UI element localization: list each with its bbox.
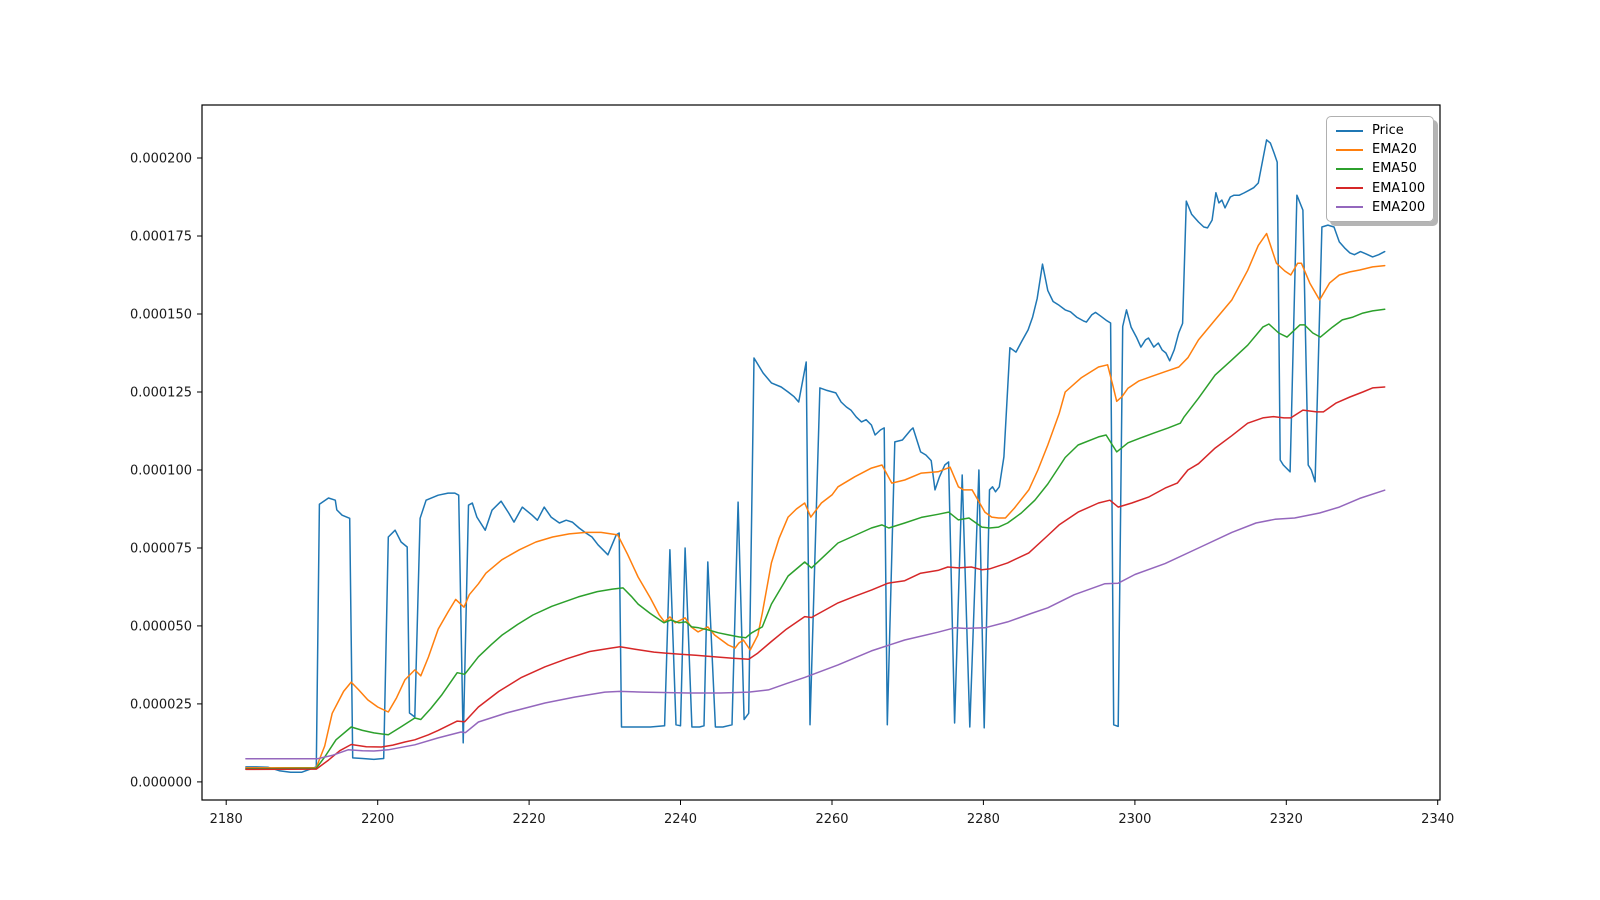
ema100-line xyxy=(245,386,1386,771)
ema50-line xyxy=(245,308,1386,770)
y-tick-label: 0.000025 xyxy=(130,697,192,712)
price-line-swatch xyxy=(1336,129,1363,132)
y-tick-label: 0.000075 xyxy=(130,542,192,557)
legend-item-ema100: EMA100 xyxy=(1327,179,1433,198)
y-tick-label: 0.000150 xyxy=(130,308,192,323)
legend-label-price: Price xyxy=(1372,123,1404,139)
ema200-line-swatch xyxy=(1336,206,1363,209)
y-tick-label: 0.000175 xyxy=(130,230,192,245)
ema20-line xyxy=(245,232,1386,769)
y-tick-label: 0.000100 xyxy=(130,464,192,479)
ema200-line xyxy=(245,489,1386,760)
legend-item-ema20: EMA20 xyxy=(1327,140,1433,159)
ema100-line-swatch xyxy=(1336,187,1363,190)
legend-item-ema50: EMA50 xyxy=(1327,159,1433,178)
legend-item-ema200: EMA200 xyxy=(1327,198,1433,217)
legend-label-ema50: EMA50 xyxy=(1372,161,1417,177)
x-tick-label: 2200 xyxy=(361,812,394,827)
ema20-line-swatch xyxy=(1336,148,1363,151)
y-tick-label: 0.000000 xyxy=(130,775,192,790)
legend-item-price: Price xyxy=(1327,121,1433,140)
y-tick-label: 0.000125 xyxy=(130,386,192,401)
x-tick-label: 2220 xyxy=(513,812,546,827)
legend-label-ema200: EMA200 xyxy=(1372,199,1426,215)
legend-label-ema100: EMA100 xyxy=(1372,180,1426,196)
x-tick-label: 2340 xyxy=(1421,812,1454,827)
x-tick-label: 2280 xyxy=(967,812,1000,827)
price-line xyxy=(245,139,1386,773)
y-tick-label: 0.000200 xyxy=(130,152,192,167)
y-tick-label: 0.000050 xyxy=(130,619,192,634)
x-tick-label: 2240 xyxy=(664,812,697,827)
legend-label-ema20: EMA20 xyxy=(1372,142,1417,158)
x-tick-label: 2300 xyxy=(1118,812,1151,827)
x-tick-label: 2180 xyxy=(210,812,243,827)
plot-frame xyxy=(201,104,1441,801)
x-tick-label: 2320 xyxy=(1270,812,1303,827)
x-tick-label: 2260 xyxy=(815,812,848,827)
ema50-line-swatch xyxy=(1336,167,1363,170)
legend: Price EMA20 EMA50 EMA100 EMA200 xyxy=(1326,116,1434,222)
